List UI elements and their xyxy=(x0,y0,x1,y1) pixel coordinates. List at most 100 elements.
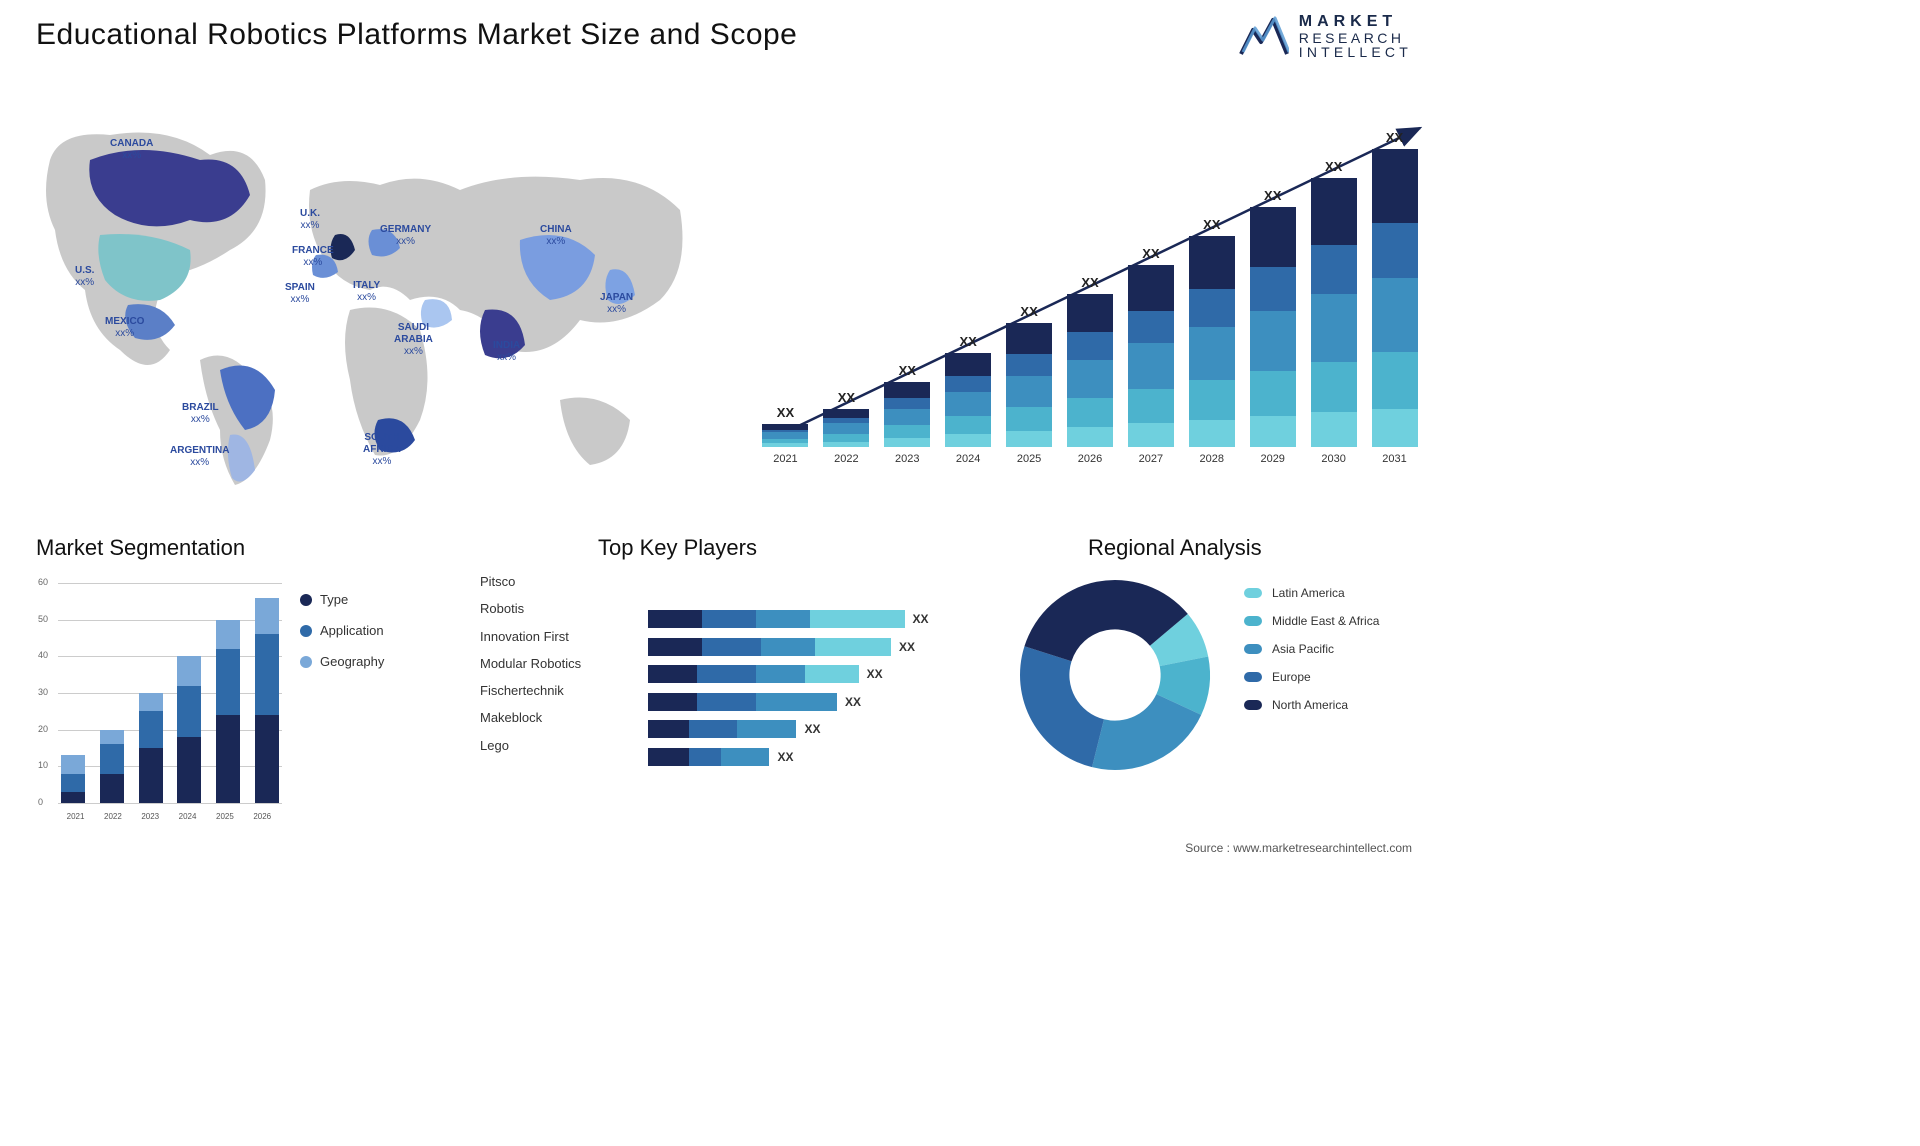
bar-value-label: XX xyxy=(1203,217,1220,232)
legend-swatch xyxy=(300,625,312,637)
player-name: Innovation First xyxy=(480,623,581,650)
seg-bar-group xyxy=(135,693,166,803)
bar-segment xyxy=(945,434,991,447)
seg-bar-group xyxy=(58,755,89,803)
map-label: FRANCExx% xyxy=(292,245,334,269)
main-bar-group: XX2029 xyxy=(1247,188,1298,465)
legend-swatch xyxy=(1244,672,1262,682)
bar-stack xyxy=(1189,236,1235,447)
legend-item: Asia Pacific xyxy=(1244,642,1379,656)
player-name: Pitsco xyxy=(480,568,581,595)
map-label: ARGENTINAxx% xyxy=(170,445,229,469)
player-name: Modular Robotics xyxy=(480,650,581,677)
bar-segment xyxy=(1189,289,1235,327)
seg-segment xyxy=(100,730,124,745)
legend-swatch xyxy=(300,656,312,668)
bar-segment xyxy=(1067,294,1113,332)
player-bar-segment xyxy=(648,693,697,711)
seg-bar-stack xyxy=(61,755,85,803)
main-bar-group: XX2027 xyxy=(1125,246,1176,465)
player-row: XX xyxy=(648,633,958,661)
bar-segment xyxy=(1128,423,1174,447)
player-bar-segment xyxy=(697,693,756,711)
player-bar-segment xyxy=(721,748,770,766)
regional-heading: Regional Analysis xyxy=(1088,535,1262,561)
bar-segment xyxy=(884,398,930,409)
player-bar-segment xyxy=(805,665,859,683)
seg-x-label: 2023 xyxy=(141,812,159,821)
bar-segment xyxy=(1372,409,1418,447)
legend-item: Middle East & Africa xyxy=(1244,614,1379,628)
source-text: Source : www.marketresearchintellect.com xyxy=(1185,841,1412,855)
seg-bar-group xyxy=(251,598,282,803)
seg-bar-group xyxy=(97,730,128,803)
bar-segment xyxy=(1372,352,1418,408)
bar-segment xyxy=(1006,323,1052,354)
y-tick-label: 20 xyxy=(38,724,48,734)
seg-segment xyxy=(177,686,201,737)
seg-x-label: 2021 xyxy=(67,812,85,821)
legend-label: Asia Pacific xyxy=(1272,642,1334,656)
map-label: JAPANxx% xyxy=(600,292,633,316)
legend-swatch xyxy=(300,594,312,606)
y-tick-label: 10 xyxy=(38,760,48,770)
y-tick-label: 30 xyxy=(38,687,48,697)
main-bar-group: XX2021 xyxy=(760,405,811,465)
player-value-label: XX xyxy=(899,640,915,654)
player-value-label: XX xyxy=(867,667,883,681)
y-tick-label: 0 xyxy=(38,797,43,807)
seg-segment xyxy=(255,715,279,803)
legend-label: Latin America xyxy=(1272,586,1345,600)
bar-segment xyxy=(1372,278,1418,353)
player-bar xyxy=(648,610,905,628)
bar-value-label: XX xyxy=(1264,188,1281,203)
seg-segment xyxy=(216,715,240,803)
bar-segment xyxy=(1189,420,1235,447)
bar-segment xyxy=(884,409,930,425)
logo: MARKET RESEARCH INTELLECT xyxy=(1239,14,1412,60)
main-bar-group: XX2030 xyxy=(1308,159,1359,465)
player-bar xyxy=(648,665,859,683)
bar-segment xyxy=(884,382,930,398)
bar-segment xyxy=(1128,265,1174,310)
bar-segment xyxy=(1250,311,1296,371)
legend-label: Geography xyxy=(320,654,384,669)
regional-legend: Latin America Middle East & Africa Asia Pa… xyxy=(1244,586,1379,712)
donut-slice xyxy=(1020,646,1104,767)
bar-segment xyxy=(823,434,869,441)
bar-segment xyxy=(1372,149,1418,224)
gridline xyxy=(58,803,282,804)
main-bar-group: XX2028 xyxy=(1186,217,1237,465)
main-bar-chart: XX2021XX2022XX2023XX2024XX2025XX2026XX20… xyxy=(740,110,1420,490)
segmentation-chart: 0102030405060 202120222023202420252026 xyxy=(36,575,286,825)
map-label: SPAINxx% xyxy=(285,282,315,306)
bar-segment xyxy=(1189,327,1235,380)
bar-segment xyxy=(1311,412,1357,447)
logo-text-3: INTELLECT xyxy=(1299,45,1412,60)
seg-x-label: 2026 xyxy=(253,812,271,821)
main-bar-group: XX2031 xyxy=(1369,130,1420,465)
bar-stack xyxy=(1006,323,1052,447)
player-name: Makeblock xyxy=(480,704,581,731)
bar-segment xyxy=(1128,343,1174,388)
world-map: CANADAxx%U.S.xx%MEXICOxx%BRAZILxx%ARGENT… xyxy=(20,100,700,500)
player-bar-segment xyxy=(702,638,761,656)
player-bar-segment xyxy=(815,638,891,656)
bar-segment xyxy=(1372,223,1418,278)
bar-segment xyxy=(945,416,991,434)
seg-bar-stack xyxy=(100,730,124,803)
legend-item: Europe xyxy=(1244,670,1379,684)
player-value-label: XX xyxy=(804,722,820,736)
bar-segment xyxy=(1311,178,1357,245)
legend-item: Type xyxy=(300,592,384,607)
bar-segment xyxy=(1067,398,1113,427)
bar-segment xyxy=(823,423,869,434)
bar-year-label: 2024 xyxy=(956,453,980,465)
bar-year-label: 2025 xyxy=(1017,453,1041,465)
player-bar-segment xyxy=(648,610,702,628)
player-value-label: XX xyxy=(777,750,793,764)
bar-year-label: 2021 xyxy=(773,453,797,465)
bar-segment xyxy=(823,442,869,447)
main-bar-group: XX2024 xyxy=(943,334,994,466)
player-bar xyxy=(648,720,796,738)
